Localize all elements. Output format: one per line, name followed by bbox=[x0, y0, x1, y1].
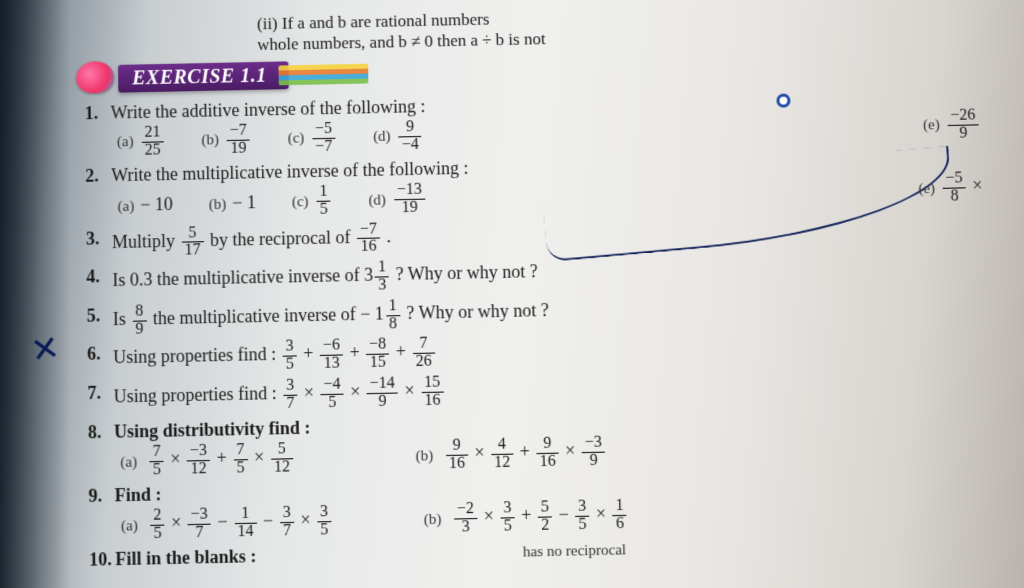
q2-number: 2. bbox=[85, 164, 99, 187]
banner-stripes-icon bbox=[278, 63, 368, 85]
q8-number: 8. bbox=[88, 421, 102, 444]
q5-frac1: 89 bbox=[132, 303, 146, 338]
q8-text: Using distributivity find : bbox=[114, 417, 311, 441]
q3-frac2: −716 bbox=[357, 221, 381, 256]
textbook-page: (ii) If a and b are rational numbers who… bbox=[0, 0, 1024, 588]
q1-opt-d: (d)9−4 bbox=[373, 119, 424, 154]
q8-opt-b: (b) 916 × 412 + 916 × −39 bbox=[415, 435, 607, 474]
q1-number: 1. bbox=[85, 102, 99, 125]
q3-number: 3. bbox=[86, 227, 100, 250]
question-list: 1. Write the additive inverse of the fol… bbox=[89, 83, 1005, 571]
q2-opt-c: (c)15 bbox=[292, 184, 333, 219]
q3-frac1: 517 bbox=[181, 225, 203, 260]
q1-opt-e: (e)−269 bbox=[923, 107, 982, 143]
q1-text: Write the additive inverse of the follow… bbox=[110, 96, 425, 122]
q4-number: 4. bbox=[86, 266, 100, 289]
q2-opt-a: (a)− 10 bbox=[117, 193, 173, 217]
q2-opt-b: (b)− 1 bbox=[209, 191, 256, 215]
q9-text: Find : bbox=[115, 484, 162, 505]
pen-cross-mark: ✕ bbox=[28, 327, 63, 374]
q6-number: 6. bbox=[87, 343, 101, 366]
q1-opt-b: (b)−719 bbox=[201, 123, 252, 158]
q5-number: 5. bbox=[87, 304, 101, 327]
q8-opt-a: (a) 75 × −312 + 75 × 512 bbox=[120, 441, 295, 480]
q5-frac2: 18 bbox=[386, 298, 401, 333]
q10-text: Fill in the blanks : bbox=[115, 546, 256, 569]
page-gutter-shadow bbox=[0, 0, 70, 588]
q1-opt-c: (c)−5−7 bbox=[287, 121, 337, 156]
header-note: (ii) If a and b are rational numbers who… bbox=[257, 0, 988, 56]
q9-opt-a: (a) 25 × −37 − 114 − 37 × 35 bbox=[121, 504, 334, 543]
q9-opt-b: (b) −23 × 35 + 52 − 35 × 16 bbox=[424, 498, 630, 537]
note-ii: (ii) If a and b are rational numbers bbox=[257, 10, 490, 34]
q1-opt-a: (a)2125 bbox=[117, 124, 166, 159]
brain-icon bbox=[76, 61, 114, 93]
q4-frac: 13 bbox=[375, 260, 390, 295]
q7-number: 7. bbox=[87, 382, 101, 405]
page-content: (ii) If a and b are rational numbers who… bbox=[68, 0, 1024, 588]
q10-tail: has no reciprocal bbox=[523, 542, 627, 560]
exercise-label: EXERCISE 1.1 bbox=[118, 61, 289, 92]
q2-opt-e: (e)−58 × bbox=[918, 170, 983, 206]
q2-opt-d: (d)−1319 bbox=[368, 182, 427, 218]
q9-number: 9. bbox=[88, 484, 102, 507]
q10-number: 10. bbox=[89, 548, 112, 571]
exercise-banner: EXERCISE 1.1 bbox=[118, 63, 289, 91]
note-line2: whole numbers, and b ≠ 0 then a ÷ b is n… bbox=[257, 30, 546, 55]
